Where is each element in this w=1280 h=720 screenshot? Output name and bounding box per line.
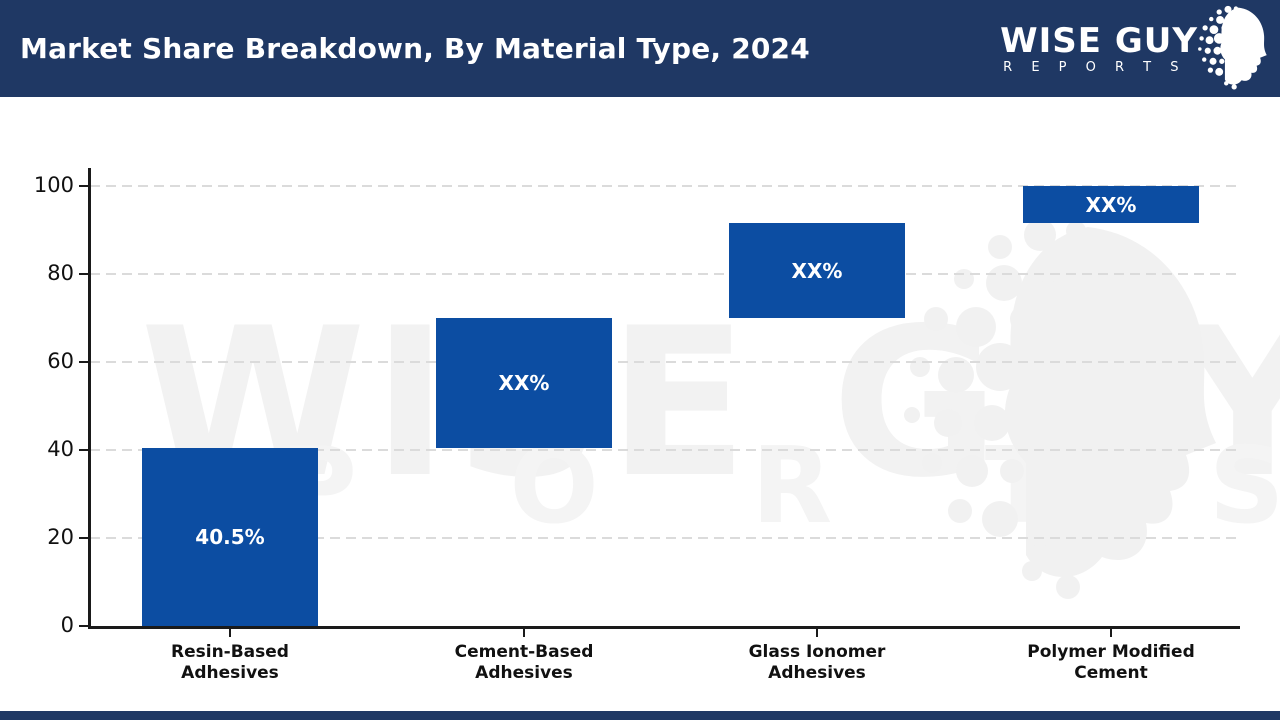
y-axis-tick-label: 100 (33, 173, 74, 197)
y-axis-line (88, 168, 91, 629)
gridline (90, 185, 1240, 187)
y-axis-tick-label: 40 (47, 437, 74, 461)
y-axis-tick (79, 537, 88, 539)
x-axis-line (88, 626, 1240, 629)
y-axis-tick-label: 60 (47, 349, 74, 373)
dotted-head-icon (1182, 5, 1274, 93)
brand-logo: WISE GUY R E P O R T S (1000, 5, 1274, 93)
brand-logo-text: WISE GUY R E P O R T S (1000, 24, 1198, 74)
y-axis-tick-label: 0 (60, 613, 74, 637)
x-axis-tick (229, 629, 231, 637)
header: Market Share Breakdown, By Material Type… (0, 0, 1280, 97)
gridline (90, 449, 1240, 451)
x-axis-category-label: Glass Ionomer Adhesives (748, 642, 886, 684)
waterfall-bar: XX% (436, 318, 612, 448)
y-axis-tick (79, 625, 88, 627)
logo-wordmark: WISE GUY (1000, 20, 1198, 61)
x-axis-tick (816, 629, 818, 637)
gridline (90, 537, 1240, 539)
page-title: Market Share Breakdown, By Material Type… (20, 32, 810, 65)
bar-value-label: 40.5% (195, 524, 265, 549)
waterfall-bar: XX% (729, 223, 905, 318)
bar-value-label: XX% (791, 258, 843, 283)
y-axis-tick-label: 80 (47, 261, 74, 285)
y-axis-tick (79, 273, 88, 275)
waterfall-bar: 40.5% (142, 447, 318, 626)
y-axis-tick (79, 185, 88, 187)
logo-subtext: R E P O R T S (1003, 59, 1186, 75)
gridline (90, 273, 1240, 275)
y-axis-tick (79, 361, 88, 363)
x-axis-category-label: Cement-Based Adhesives (454, 642, 594, 684)
y-axis-tick (79, 449, 88, 451)
x-axis-tick (1110, 629, 1112, 637)
bar-value-label: XX% (498, 370, 550, 395)
bar-value-label: XX% (1085, 192, 1137, 217)
gridline (90, 361, 1240, 363)
x-axis-tick (523, 629, 525, 637)
x-axis-category-label: Polymer Modified Cement (1027, 642, 1195, 684)
y-axis-tick-label: 20 (47, 525, 74, 549)
x-axis-category-label: Resin-Based Adhesives (171, 642, 289, 684)
footer-bar (0, 711, 1280, 720)
waterfall-bar: XX% (1023, 186, 1199, 224)
